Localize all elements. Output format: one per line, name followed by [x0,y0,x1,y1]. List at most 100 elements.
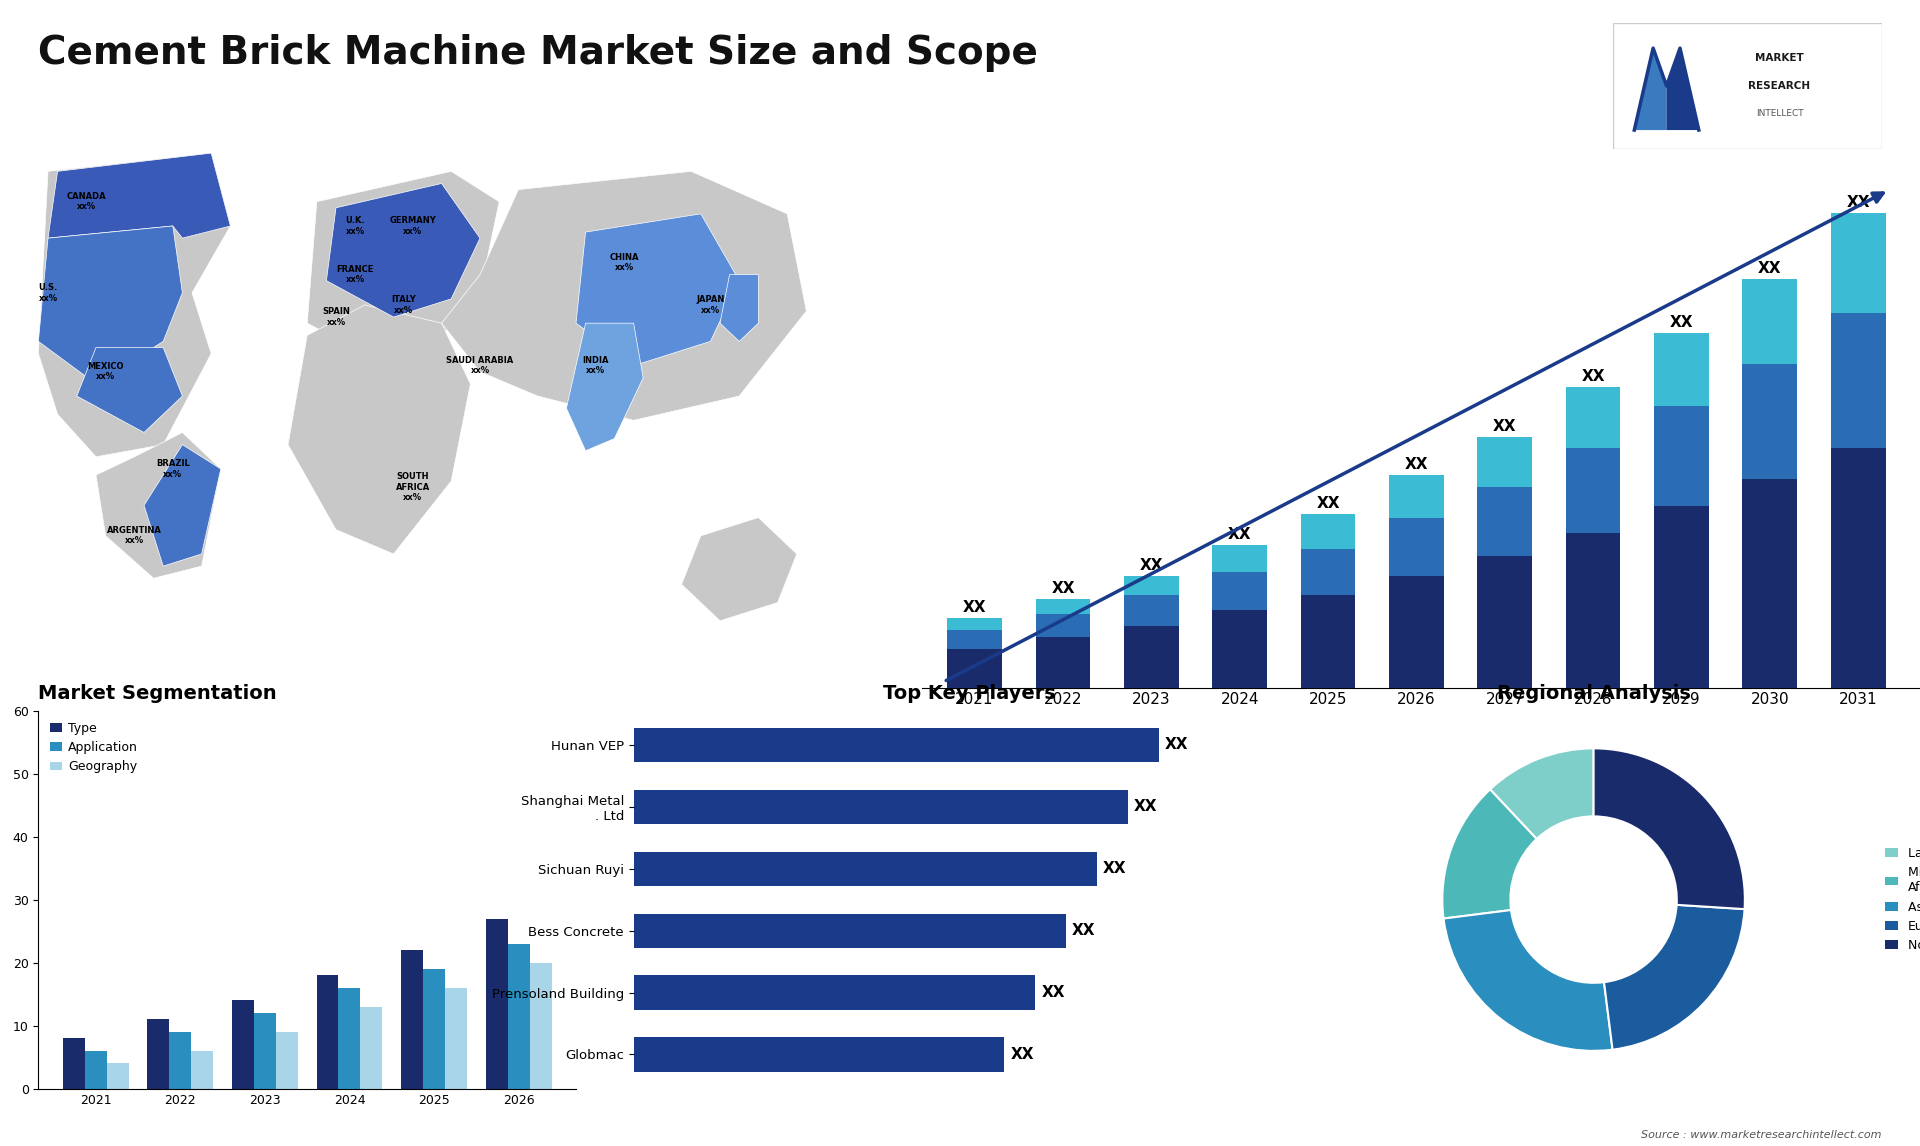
Bar [1565,386,1620,448]
Wedge shape [1594,748,1745,909]
Bar [1743,479,1797,688]
Bar [192,1051,213,1089]
Bar [148,1020,169,1089]
Bar [1212,544,1267,572]
Polygon shape [720,275,758,342]
Text: XX: XX [1405,457,1428,472]
Polygon shape [326,183,480,317]
Bar [1388,518,1444,575]
Text: SOUTH
AFRICA
xx%: SOUTH AFRICA xx% [396,472,430,502]
Text: XX: XX [1847,195,1870,210]
Text: XX: XX [1071,923,1096,939]
Text: Source : www.marketresearchintellect.com: Source : www.marketresearchintellect.com [1642,1130,1882,1140]
Bar [1653,406,1709,507]
Polygon shape [77,347,182,432]
Text: MARKET: MARKET [1755,53,1803,63]
Text: XX: XX [1317,496,1340,511]
Bar [445,988,467,1089]
Bar [947,649,1002,688]
Bar [1035,599,1091,614]
Text: JAPAN
xx%: JAPAN xx% [697,296,724,315]
Polygon shape [1634,48,1667,131]
Polygon shape [442,171,806,421]
Text: XX: XX [1041,986,1066,1000]
Bar [507,944,530,1089]
Bar [634,913,1066,948]
Bar [1743,363,1797,479]
Text: MEXICO
xx%: MEXICO xx% [86,362,125,382]
Title: Regional Analysis: Regional Analysis [1498,684,1690,704]
Polygon shape [144,445,221,566]
Bar [1212,611,1267,688]
Bar [361,1006,382,1089]
Legend: Type, Application, Geography: Type, Application, Geography [44,716,144,778]
Text: XX: XX [1582,369,1605,384]
Bar [1743,278,1797,363]
FancyBboxPatch shape [1613,23,1882,149]
Wedge shape [1442,790,1536,919]
Bar [253,1013,276,1089]
Text: U.K.
xx%: U.K. xx% [346,217,365,236]
Bar [1300,549,1356,595]
Text: INDIA
xx%: INDIA xx% [582,356,609,376]
Bar [1123,575,1179,595]
Bar [634,728,1158,762]
Text: XX: XX [962,601,987,615]
Polygon shape [576,214,739,366]
Text: U.S.
xx%: U.S. xx% [38,283,58,303]
Bar [401,950,422,1089]
Wedge shape [1603,905,1745,1050]
Bar [1300,595,1356,688]
Bar [486,919,507,1089]
Bar [1832,448,1885,688]
Text: XX: XX [1135,799,1158,814]
Text: SAUDI ARABIA
xx%: SAUDI ARABIA xx% [445,356,515,376]
Text: XX: XX [1140,558,1164,573]
Bar [947,630,1002,649]
Polygon shape [96,432,221,579]
Bar [232,1000,253,1089]
Text: XX: XX [1102,861,1127,877]
Text: RESEARCH: RESEARCH [1749,81,1811,91]
Text: ITALY
xx%: ITALY xx% [392,296,415,315]
Polygon shape [38,154,230,457]
Bar [634,851,1096,886]
Text: XX: XX [1052,581,1075,596]
Bar [1476,437,1532,487]
Text: XX: XX [1165,737,1188,752]
Polygon shape [1667,48,1699,131]
Bar [422,968,445,1089]
Bar [1388,575,1444,688]
Bar [1476,557,1532,688]
Text: Market Segmentation: Market Segmentation [38,684,276,704]
Bar [84,1051,108,1089]
Polygon shape [38,226,182,384]
Title: Top Key Players: Top Key Players [883,684,1056,704]
Bar [317,975,338,1089]
Text: XX: XX [1010,1047,1033,1062]
Wedge shape [1444,910,1613,1051]
Text: XX: XX [1229,527,1252,542]
Text: INTELLECT: INTELLECT [1755,109,1803,118]
Bar [108,1063,129,1089]
Bar [1035,614,1091,637]
Bar [1653,507,1709,688]
Bar [1123,626,1179,688]
Bar [1388,476,1444,518]
Polygon shape [288,305,470,554]
Bar [1123,595,1179,626]
Text: XX: XX [1759,260,1782,275]
Bar [1035,637,1091,688]
Bar [63,1038,84,1089]
Polygon shape [566,323,643,450]
Text: XX: XX [1494,418,1517,433]
Text: CHINA
xx%: CHINA xx% [609,253,639,272]
Bar [634,1037,1004,1072]
Bar [634,975,1035,1010]
Polygon shape [307,171,499,353]
Bar [947,618,1002,630]
Polygon shape [682,518,797,621]
Bar [1565,448,1620,533]
Bar [1476,487,1532,557]
Bar [169,1031,192,1089]
